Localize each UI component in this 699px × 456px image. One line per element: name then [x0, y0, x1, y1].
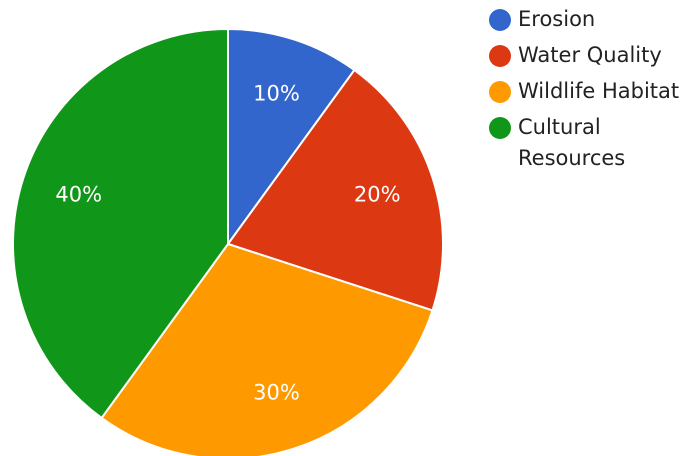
legend-label-wildlife-habitat: Wildlife Habitat: [518, 79, 679, 103]
legend-item-water-quality[interactable]: Water Quality: [489, 43, 662, 67]
legend-label-water-quality: Water Quality: [518, 43, 662, 67]
slice-label-wildlife-habitat: 30%: [253, 380, 300, 404]
legend: Erosion Water Quality Wildlife Habitat Cult…: [489, 7, 679, 170]
legend-item-cultural-resources[interactable]: Cultural Resources: [489, 115, 625, 170]
legend-item-erosion[interactable]: Erosion: [489, 7, 595, 31]
slice-labels: 10% 20% 30% 40%: [55, 82, 400, 405]
slice-label-cultural-resources: 40%: [55, 182, 102, 206]
pie-slices: [12, 27, 444, 456]
legend-swatch-water-quality: [489, 45, 511, 67]
legend-swatch-wildlife-habitat: [489, 81, 511, 103]
pie-slice-wildlife-habitat[interactable]: [100, 242, 434, 456]
legend-swatch-erosion: [489, 9, 511, 31]
legend-label-cultural-resources: Cultural Resources: [518, 115, 625, 170]
legend-label-erosion: Erosion: [518, 7, 595, 31]
pie-slice-cultural-resources[interactable]: [12, 27, 229, 420]
legend-item-wildlife-habitat[interactable]: Wildlife Habitat: [489, 79, 679, 103]
pie-slice-water-quality[interactable]: [226, 68, 444, 312]
pie-slice-erosion[interactable]: [227, 27, 356, 248]
slice-label-water-quality: 20%: [354, 182, 401, 206]
slice-label-erosion: 10%: [253, 82, 300, 106]
legend-swatch-cultural-resources: [489, 117, 511, 139]
